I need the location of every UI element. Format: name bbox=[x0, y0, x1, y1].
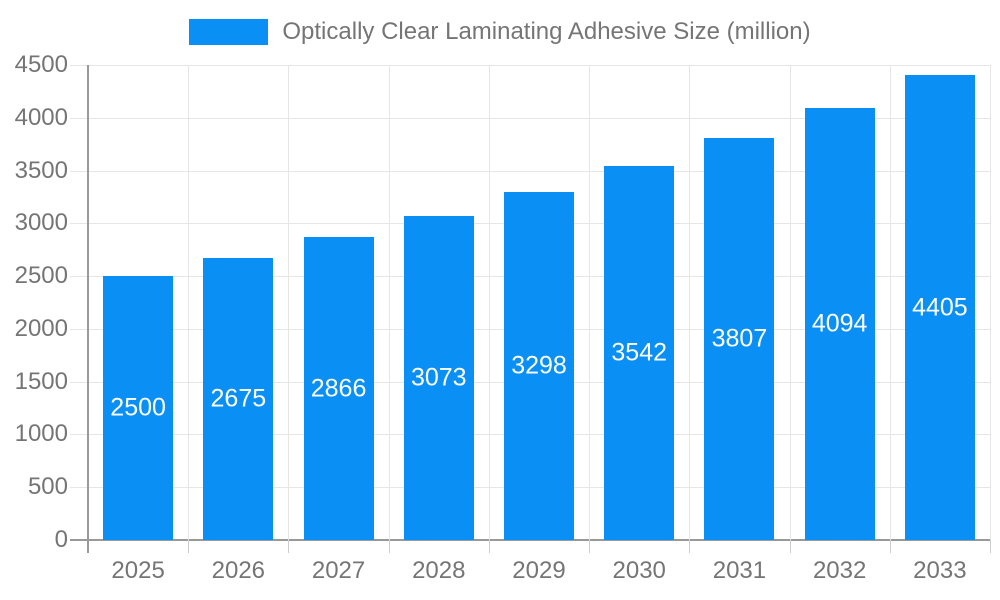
legend-label: Optically Clear Laminating Adhesive Size… bbox=[282, 18, 811, 45]
x-axis-tick bbox=[288, 540, 290, 553]
x-axis-tick bbox=[188, 540, 190, 553]
x-axis-tick-label: 2028 bbox=[412, 557, 466, 584]
bar-2028[interactable] bbox=[403, 215, 474, 540]
h-gridline bbox=[70, 65, 990, 66]
bar-value-label: 3807 bbox=[711, 324, 768, 353]
h-gridline bbox=[70, 117, 990, 119]
bar-2025[interactable] bbox=[103, 276, 174, 540]
x-axis-tick-label: 2029 bbox=[512, 557, 566, 584]
x-axis-tick-label: 2027 bbox=[311, 557, 366, 584]
bar-value-label: 2675 bbox=[210, 384, 267, 413]
y-axis-line bbox=[87, 65, 89, 553]
x-axis-tick-label: 2032 bbox=[812, 557, 867, 584]
v-gridline bbox=[990, 65, 991, 540]
y-axis-tick-label: 1000 bbox=[14, 420, 68, 448]
v-gridline bbox=[689, 65, 691, 540]
x-axis-line bbox=[70, 539, 990, 541]
bar-value-label: 3298 bbox=[511, 351, 567, 380]
v-gridline bbox=[488, 65, 490, 540]
x-axis-tick-label: 2025 bbox=[111, 557, 165, 584]
y-axis-tick-label: 2500 bbox=[14, 262, 68, 290]
bar-value-label: 4405 bbox=[912, 293, 968, 321]
bar-2033[interactable] bbox=[904, 75, 975, 540]
y-axis-tick-label: 0 bbox=[54, 526, 68, 553]
x-axis-tick bbox=[990, 540, 991, 553]
bar-2032[interactable] bbox=[804, 107, 875, 540]
x-axis-tick-label: 2033 bbox=[913, 557, 967, 584]
bar-value-label: 2866 bbox=[310, 374, 367, 403]
bar-value-label: 2500 bbox=[110, 393, 166, 422]
v-gridline bbox=[589, 65, 591, 540]
y-axis-tick-label: 1500 bbox=[14, 367, 68, 395]
v-gridline bbox=[388, 65, 390, 540]
x-axis-tick-label: 2031 bbox=[712, 557, 767, 584]
bar-2031[interactable] bbox=[704, 138, 775, 540]
x-axis-tick bbox=[789, 540, 791, 553]
h-gridline bbox=[70, 170, 990, 172]
bar-2027[interactable] bbox=[303, 237, 374, 540]
y-axis-tick-label: 3000 bbox=[14, 209, 68, 237]
bar-2026[interactable] bbox=[203, 257, 274, 540]
y-axis-tick-label: 500 bbox=[27, 473, 68, 501]
bar-2029[interactable] bbox=[504, 191, 574, 540]
legend-swatch bbox=[189, 19, 269, 45]
v-gridline bbox=[889, 65, 891, 540]
y-axis-tick-label: 3500 bbox=[14, 156, 68, 184]
y-axis-tick-label: 2000 bbox=[14, 314, 68, 342]
y-axis-tick-label: 4000 bbox=[14, 103, 68, 131]
bar-value-label: 4094 bbox=[811, 309, 868, 338]
v-gridline bbox=[789, 65, 791, 540]
x-axis-tick bbox=[889, 540, 891, 553]
bar-value-label: 3542 bbox=[611, 338, 668, 367]
bar-2030[interactable] bbox=[604, 166, 675, 540]
x-axis-tick-label: 2026 bbox=[211, 557, 266, 584]
bar-value-label: 3073 bbox=[410, 363, 467, 392]
y-axis-tick-label: 4500 bbox=[14, 51, 68, 78]
v-gridline bbox=[188, 65, 190, 540]
v-gridline bbox=[288, 65, 290, 540]
x-axis-tick-label: 2030 bbox=[612, 557, 666, 584]
x-axis-tick bbox=[589, 540, 591, 553]
chart-legend[interactable]: Optically Clear Laminating Adhesive Size… bbox=[0, 18, 1000, 46]
x-axis-tick bbox=[488, 540, 490, 553]
x-axis-tick bbox=[689, 540, 691, 553]
x-axis-tick bbox=[388, 540, 390, 553]
